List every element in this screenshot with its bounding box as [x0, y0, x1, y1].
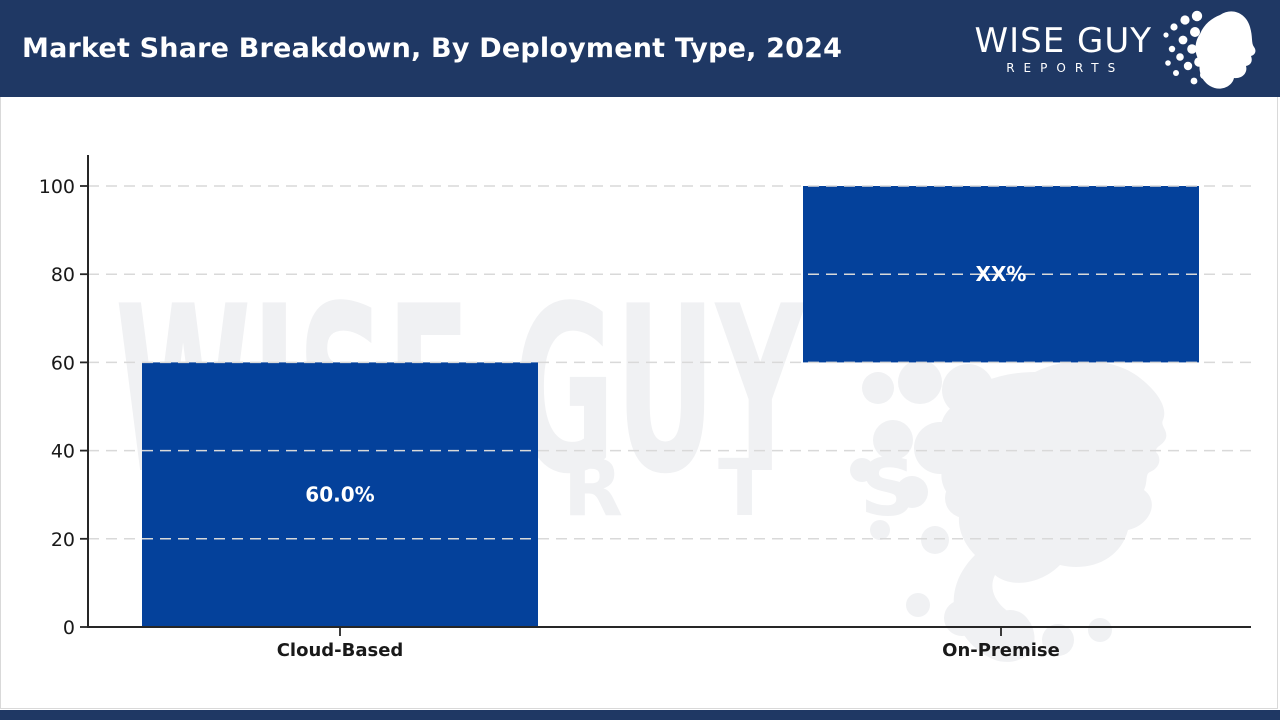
- axes: [80, 155, 1251, 636]
- watermark-dot: [996, 486, 1024, 514]
- logo-wordmark: WISE GUY: [974, 20, 1152, 61]
- watermark-dot: [873, 420, 913, 460]
- watermark-dot: [1042, 624, 1074, 656]
- labels: 0 20 40 60 80 100 Cloud-Based On-Premise 60.0% XX…: [39, 176, 1060, 661]
- watermark-letter: T: [718, 444, 771, 534]
- watermark-dot: [992, 378, 1032, 418]
- watermark-dot: [906, 593, 930, 617]
- watermark-dot: [945, 478, 985, 518]
- y-tick-label-100: 100: [39, 176, 75, 198]
- logo-subtext: REPORTS: [1006, 60, 1125, 75]
- y-tick-label-0: 0: [63, 617, 75, 639]
- watermark-dot: [988, 610, 1032, 654]
- brand-logo: WISE GUY REPORTS: [974, 5, 1258, 93]
- watermark-dot: [1088, 618, 1112, 642]
- x-category-label: On-Premise: [942, 640, 1060, 661]
- watermark-dot: [870, 520, 890, 540]
- logo-text: WISE GUY REPORTS: [974, 24, 1152, 74]
- gridlines: [88, 185, 1251, 540]
- watermark-dot: [898, 360, 942, 404]
- bar-Cloud-Based: [142, 362, 538, 627]
- watermark-dot: [862, 372, 894, 404]
- bars: [142, 186, 1199, 627]
- x-category-label: Cloud-Based: [277, 640, 404, 661]
- watermark-letter: R: [563, 444, 623, 534]
- watermark-dot: [966, 431, 1014, 479]
- watermark-dot: [896, 476, 928, 508]
- y-tick-label-40: 40: [51, 441, 75, 463]
- watermark-dot: [944, 600, 980, 636]
- logo-face-icon: [1163, 10, 1256, 89]
- watermark-dot: [921, 526, 949, 554]
- chart-title: Market Share Breakdown, By Deployment Ty…: [22, 33, 843, 64]
- bar-value-label: 60.0%: [305, 483, 374, 507]
- y-tick-label-20: 20: [51, 529, 75, 551]
- header-bar: Market Share Breakdown, By Deployment Ty…: [0, 0, 1280, 97]
- watermark-dot: [973, 533, 997, 557]
- y-tick-label-80: 80: [51, 264, 75, 286]
- watermark-dot: [850, 458, 874, 482]
- watermark-dot: [914, 422, 966, 474]
- bar-value-label: XX%: [976, 262, 1027, 286]
- watermark-dot: [942, 364, 994, 416]
- y-tick-label-60: 60: [51, 352, 75, 374]
- footer-bar: [0, 710, 1280, 720]
